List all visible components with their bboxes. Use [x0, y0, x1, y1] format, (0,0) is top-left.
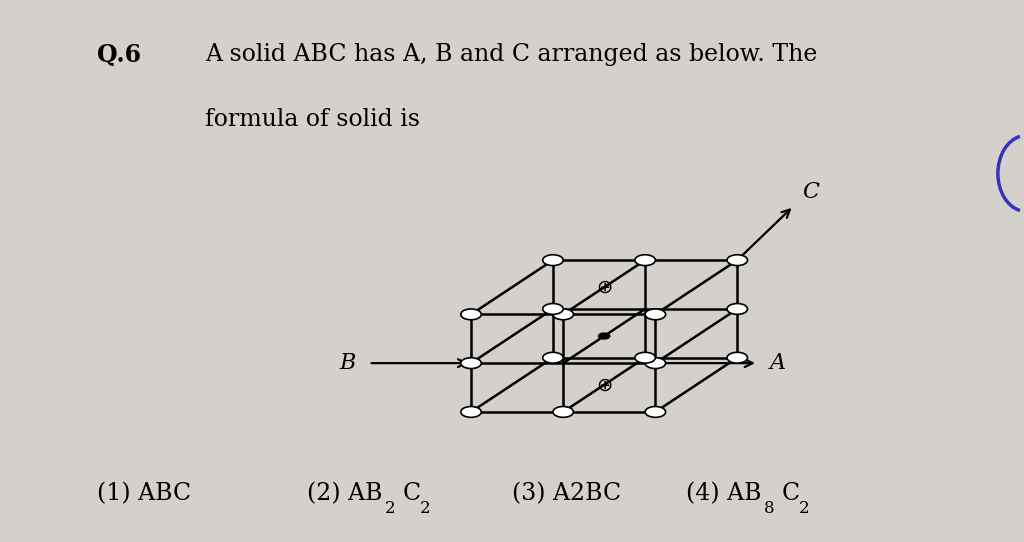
Circle shape: [635, 352, 655, 363]
Text: C: C: [802, 181, 819, 203]
Text: 8: 8: [764, 500, 774, 517]
Text: (4) AB: (4) AB: [686, 482, 762, 505]
Circle shape: [543, 352, 563, 363]
Circle shape: [553, 406, 573, 417]
Text: 2: 2: [799, 500, 809, 517]
Text: Q.6: Q.6: [97, 43, 141, 67]
Text: (3) A2BC: (3) A2BC: [512, 482, 622, 505]
Circle shape: [543, 255, 563, 266]
Circle shape: [727, 255, 748, 266]
Circle shape: [461, 358, 481, 369]
Text: 2: 2: [385, 500, 395, 517]
Text: $\oplus$: $\oplus$: [596, 278, 612, 297]
Text: B: B: [339, 352, 355, 374]
Circle shape: [553, 309, 573, 320]
Circle shape: [645, 358, 666, 369]
Circle shape: [599, 333, 610, 339]
Circle shape: [635, 255, 655, 266]
Circle shape: [543, 304, 563, 314]
Text: A solid ABC has A, B and C arranged as below. The: A solid ABC has A, B and C arranged as b…: [205, 43, 817, 66]
Text: 2: 2: [420, 500, 430, 517]
Text: $\oplus$: $\oplus$: [596, 375, 612, 395]
Text: C: C: [781, 482, 800, 505]
Circle shape: [645, 309, 666, 320]
Circle shape: [461, 406, 481, 417]
Circle shape: [727, 352, 748, 363]
Circle shape: [461, 309, 481, 320]
Text: (1) ABC: (1) ABC: [97, 482, 191, 505]
Text: (2) AB: (2) AB: [307, 482, 383, 505]
Circle shape: [645, 406, 666, 417]
Text: formula of solid is: formula of solid is: [205, 108, 420, 131]
Text: C: C: [402, 482, 421, 505]
Circle shape: [727, 304, 748, 314]
Text: A: A: [770, 352, 786, 374]
